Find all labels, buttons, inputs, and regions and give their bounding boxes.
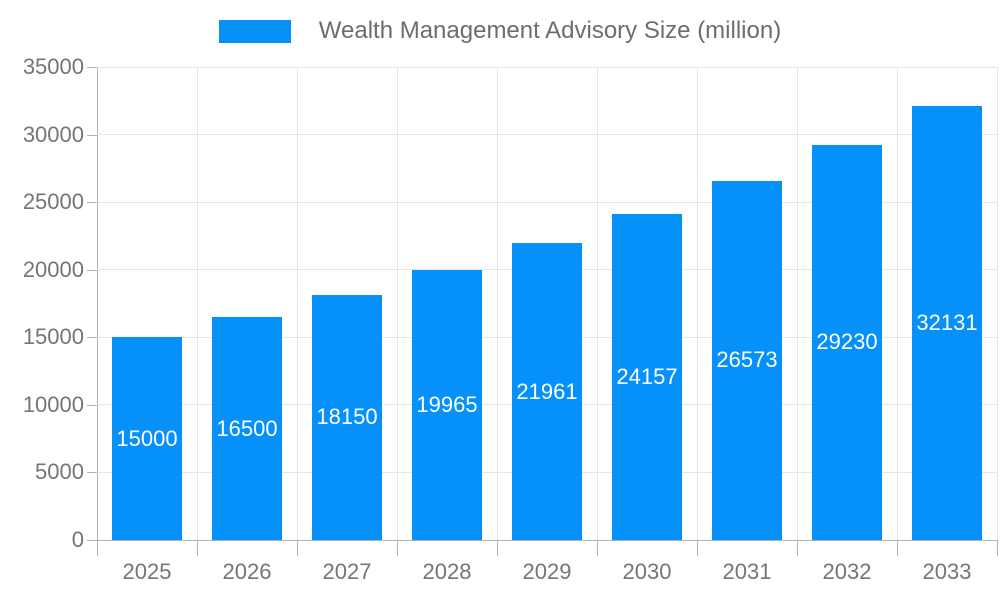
v-gridline <box>196 67 198 540</box>
x-tick-label: 2031 <box>722 559 772 584</box>
bar[interactable] <box>312 294 382 540</box>
y-tick <box>87 134 97 136</box>
y-tick-label: 0 <box>71 527 84 552</box>
bar-value-label: 32131 <box>916 309 978 335</box>
v-gridline <box>596 67 598 540</box>
x-tick <box>297 541 298 556</box>
y-tick <box>87 269 97 271</box>
bar[interactable] <box>112 337 182 540</box>
x-tick <box>897 541 898 556</box>
x-tick-label: 2029 <box>522 559 572 584</box>
y-axis-line <box>97 67 98 556</box>
v-gridline <box>496 67 498 540</box>
y-tick <box>87 337 97 339</box>
bar[interactable] <box>912 105 982 540</box>
x-tick-label: 2025 <box>122 559 172 584</box>
x-tick-label: 2032 <box>822 559 872 584</box>
bar-value-label: 18150 <box>316 404 378 430</box>
y-tick-label: 35000 <box>22 54 84 79</box>
bar[interactable] <box>712 180 782 540</box>
y-tick <box>87 540 97 541</box>
y-tick <box>87 472 97 474</box>
bar[interactable] <box>212 317 282 540</box>
x-tick-label: 2030 <box>622 559 672 584</box>
v-gridline <box>896 67 898 540</box>
x-tick <box>397 541 398 556</box>
bar-value-label: 21961 <box>516 378 578 404</box>
legend-label[interactable]: Wealth Management Advisory Size (million… <box>318 17 782 44</box>
v-gridline <box>296 67 298 540</box>
x-tick-label: 2028 <box>422 559 472 584</box>
y-tick-label: 5000 <box>35 459 84 485</box>
x-axis-line <box>96 540 998 541</box>
h-gridline <box>97 134 997 136</box>
bar-value-label: 16500 <box>216 415 278 441</box>
y-tick-label: 30000 <box>22 121 84 147</box>
y-tick-label: 10000 <box>22 391 84 417</box>
x-tick <box>597 541 598 556</box>
h-gridline <box>97 201 997 203</box>
x-tick <box>97 541 98 556</box>
h-gridline <box>97 66 997 68</box>
bar-value-label: 15000 <box>116 425 178 451</box>
y-tick-label: 20000 <box>22 256 84 282</box>
bar[interactable] <box>512 243 582 540</box>
bar-value-label: 29230 <box>816 329 878 355</box>
x-tick <box>997 541 998 556</box>
bar[interactable] <box>412 270 482 540</box>
bar-value-label: 26573 <box>716 347 778 373</box>
bar-value-label: 19965 <box>416 392 478 418</box>
x-tick <box>797 541 798 556</box>
y-tick <box>87 67 97 68</box>
y-tick <box>87 202 97 204</box>
x-tick-label: 2026 <box>222 559 272 584</box>
chart-legend[interactable]: Wealth Management Advisory Size (million… <box>0 17 1000 46</box>
v-gridline <box>396 67 398 540</box>
y-tick <box>87 404 97 406</box>
v-gridline <box>996 67 998 540</box>
v-gridline <box>796 67 798 540</box>
bar[interactable] <box>612 213 682 540</box>
x-tick <box>497 541 498 556</box>
x-tick-label: 2027 <box>322 559 372 584</box>
x-tick <box>197 541 198 556</box>
v-gridline <box>696 67 698 540</box>
legend-swatch[interactable] <box>218 19 291 43</box>
y-tick-label: 25000 <box>22 189 84 215</box>
plot-area: 15000 16500 18150 19965 21961 24157 26573 29230… <box>97 66 998 540</box>
bar-value-label: 24157 <box>616 363 678 389</box>
bar[interactable] <box>812 144 882 540</box>
y-tick-label: 15000 <box>22 324 84 350</box>
x-tick <box>697 541 698 556</box>
x-tick-label: 2033 <box>922 559 972 584</box>
